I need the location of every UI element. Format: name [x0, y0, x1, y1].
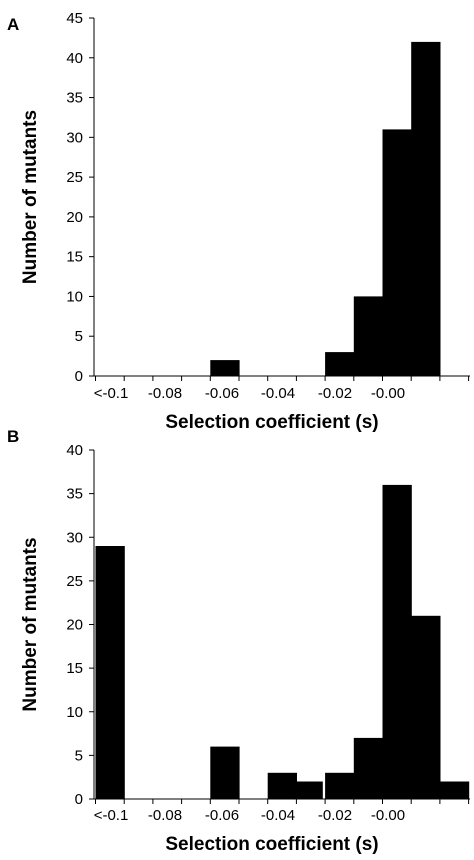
y-tick-label: 15	[66, 660, 83, 677]
x-axis-label: Selection coefficient (s)	[165, 412, 378, 433]
y-tick-label: 5	[75, 328, 83, 345]
y-tick-label: 20	[66, 209, 83, 226]
histogram-bar	[325, 772, 355, 799]
y-tick-label: 40	[66, 50, 83, 67]
y-tick-label: 25	[66, 169, 83, 186]
panel-a-letter: A	[7, 15, 19, 34]
histogram-bar	[293, 781, 323, 799]
histogram-bar	[353, 296, 384, 376]
y-tick-label: 35	[66, 90, 83, 107]
x-tick-label: <-0.1	[94, 807, 129, 824]
x-tick-label: -0.02	[318, 807, 352, 824]
y-tick-label: 0	[75, 791, 83, 808]
y-tick-label: 10	[66, 288, 83, 305]
y-tick-label: 40	[66, 442, 83, 459]
histogram-bar	[95, 546, 125, 799]
y-tick-label: 0	[75, 368, 83, 385]
histogram-bar	[411, 41, 441, 377]
y-tick-label: 30	[66, 529, 83, 546]
x-tick-label: <-0.1	[94, 385, 129, 402]
panel-b-letter: B	[7, 427, 19, 446]
histogram-bar	[325, 352, 355, 376]
y-tick-label: 20	[66, 617, 83, 634]
y-axis-label: Number of mutants	[20, 110, 41, 284]
y-tick-label: 15	[66, 249, 83, 266]
x-tick-label: -0.00	[371, 385, 405, 402]
x-tick-label: -0.04	[261, 807, 295, 824]
x-tick-label: -0.08	[148, 385, 182, 402]
y-tick-label: 25	[66, 573, 83, 590]
histogram-bar	[267, 772, 297, 799]
y-tick-label: 5	[75, 747, 83, 764]
y-tick-label: 30	[66, 129, 83, 146]
x-tick-label: -0.04	[261, 385, 295, 402]
x-tick-label: -0.06	[205, 385, 239, 402]
y-tick-label: 35	[66, 486, 83, 503]
y-tick-label: 45	[66, 10, 83, 27]
histogram-bar	[210, 360, 240, 376]
panel-b-chart: 0 5 10 15 20 25 30 35 40 <-0.1 -0.08 -0.06 -0.04 -0.0…	[20, 442, 470, 855]
x-tick-label: -0.08	[148, 807, 182, 824]
histogram-bar	[382, 129, 412, 376]
x-tick-label: -0.02	[318, 385, 352, 402]
x-axis-label: Selection coefficient (s)	[165, 834, 378, 855]
x-tick-label: -0.00	[371, 807, 405, 824]
histogram-bar	[210, 746, 240, 799]
x-tick-label: -0.06	[205, 807, 239, 824]
histogram-bar	[411, 615, 441, 799]
histogram-bar	[439, 781, 470, 799]
histogram-bar	[353, 737, 384, 799]
y-axis-label: Number of mutants	[20, 537, 41, 711]
panel-a-chart: 0 5 10 15 20 25 30 35 40 45 <-0.1 -0.08 -0.06 -0.04 -0…	[20, 10, 470, 433]
histogram-bar	[382, 484, 412, 799]
y-tick-label: 10	[66, 704, 83, 721]
